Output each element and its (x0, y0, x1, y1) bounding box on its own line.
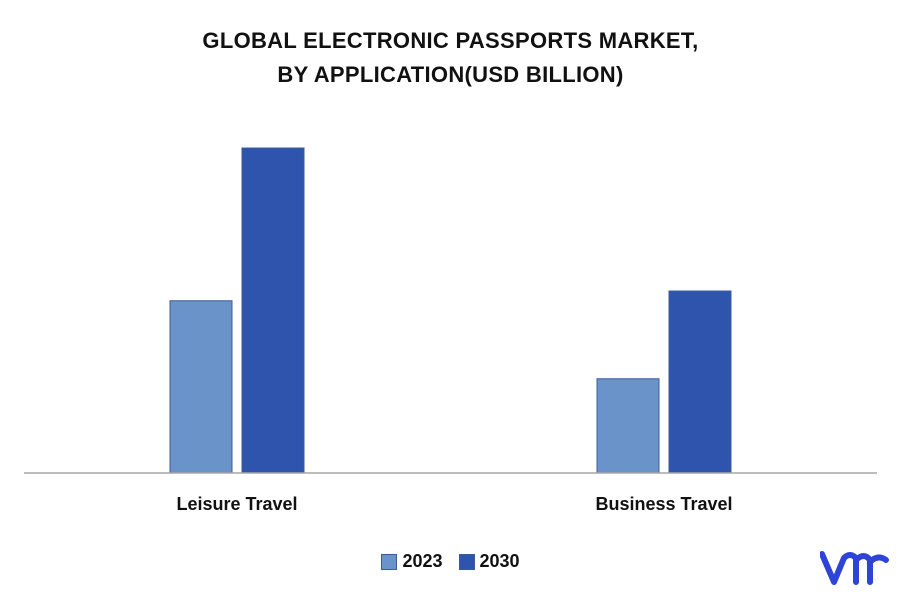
bar-leisure-travel-2030 (241, 147, 305, 474)
bar-business-travel-2023 (596, 378, 660, 474)
legend-label: 2023 (402, 551, 443, 571)
legend-item-2023: 2023 (381, 551, 443, 572)
chart-title: GLOBAL ELECTRONIC PASSPORTS MARKET, BY A… (0, 24, 901, 92)
chart-legend: 2023 2030 (0, 551, 901, 572)
legend-item-2030: 2030 (458, 551, 520, 572)
legend-swatch (458, 553, 475, 570)
category-label: Leisure Travel (176, 494, 297, 514)
legend-swatch (381, 553, 398, 570)
chart-title-line-1: GLOBAL ELECTRONIC PASSPORTS MARKET, (202, 28, 699, 53)
category-label: Business Travel (595, 494, 732, 514)
bar-leisure-travel-2023 (169, 300, 233, 474)
legend-label: 2030 (479, 551, 520, 571)
chart-title-line-2: BY APPLICATION(USD BILLION) (277, 62, 624, 87)
bar-business-travel-2030 (668, 290, 732, 474)
vmr-logo-icon (820, 551, 889, 585)
